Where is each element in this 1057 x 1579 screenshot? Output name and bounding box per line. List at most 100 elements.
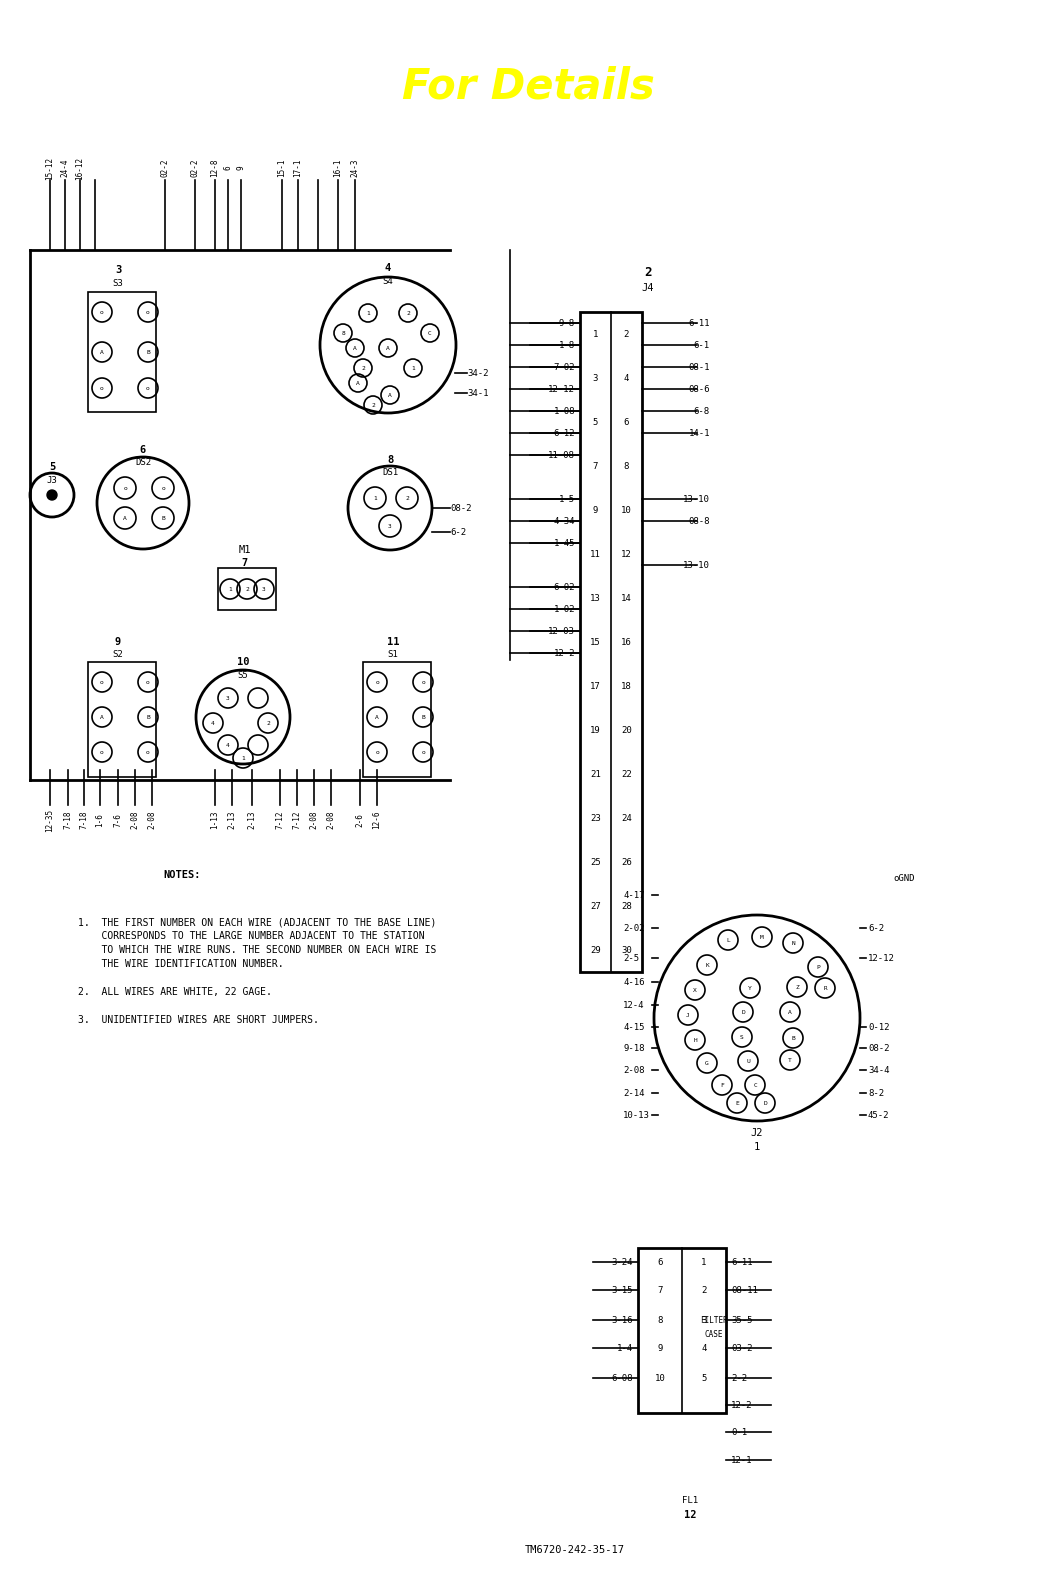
Bar: [218, 568, 276, 609]
Text: 2-6: 2-6: [355, 813, 365, 827]
Bar: [638, 1247, 726, 1413]
Text: 5: 5: [593, 417, 598, 426]
Text: 08-6: 08-6: [688, 385, 710, 393]
Text: 1: 1: [701, 1257, 707, 1266]
Text: D: D: [763, 1101, 767, 1105]
Text: 9: 9: [237, 166, 245, 171]
Text: S5: S5: [238, 671, 248, 679]
Text: 1-5: 1-5: [559, 494, 575, 504]
Text: S4: S4: [383, 276, 393, 286]
Text: 8-2: 8-2: [868, 1088, 884, 1097]
Text: oGND: oGND: [893, 873, 914, 883]
Text: 13-10: 13-10: [683, 561, 710, 570]
Text: M1: M1: [239, 545, 252, 554]
Text: NOTES:: NOTES:: [163, 870, 201, 880]
Text: 34-4: 34-4: [868, 1066, 890, 1074]
Text: 3: 3: [262, 586, 266, 592]
Text: A: A: [123, 515, 127, 521]
Text: 12-2: 12-2: [554, 649, 575, 657]
Text: 17: 17: [590, 682, 600, 690]
Text: 2-08: 2-08: [310, 810, 318, 829]
Text: 22: 22: [622, 769, 632, 778]
Text: 08-8: 08-8: [688, 516, 710, 526]
Text: 2.  ALL WIRES ARE WHITE, 22 GAGE.: 2. ALL WIRES ARE WHITE, 22 GAGE.: [78, 987, 272, 996]
Text: E: E: [735, 1101, 739, 1105]
Text: 18: 18: [622, 682, 632, 690]
Text: 6-12: 6-12: [554, 428, 575, 437]
Text: A: A: [789, 1009, 792, 1014]
Text: 5: 5: [49, 463, 55, 472]
Text: 2: 2: [245, 586, 248, 592]
Text: 24-3: 24-3: [351, 159, 359, 177]
Text: S3: S3: [113, 278, 124, 287]
Text: o: o: [100, 385, 104, 390]
Text: S1: S1: [388, 649, 398, 658]
Text: o: o: [123, 485, 127, 491]
Text: 1-45: 1-45: [554, 538, 575, 548]
Text: C: C: [428, 330, 432, 335]
Text: G: G: [705, 1061, 709, 1066]
Text: 20: 20: [622, 725, 632, 734]
Text: DS1: DS1: [382, 467, 398, 477]
Text: 28: 28: [622, 902, 632, 911]
Text: 0-1: 0-1: [731, 1427, 747, 1437]
Text: 2-08: 2-08: [130, 810, 140, 829]
Text: 13: 13: [590, 594, 600, 603]
Text: 17-1: 17-1: [294, 159, 302, 177]
Text: 3-16: 3-16: [612, 1315, 633, 1325]
Text: 2: 2: [701, 1285, 707, 1295]
Bar: [88, 662, 156, 777]
Text: 1: 1: [228, 586, 231, 592]
Text: o: o: [100, 309, 104, 314]
Text: 1-08: 1-08: [554, 406, 575, 415]
Text: 24: 24: [622, 813, 632, 823]
Bar: [88, 292, 156, 412]
Text: 7-12: 7-12: [276, 810, 284, 829]
Text: 2-13: 2-13: [247, 810, 257, 829]
Text: 14-1: 14-1: [688, 428, 710, 437]
Text: 15: 15: [590, 638, 600, 646]
Text: 1-02: 1-02: [554, 605, 575, 614]
Text: 35-5: 35-5: [731, 1315, 753, 1325]
Text: 7-12: 7-12: [293, 810, 301, 829]
Text: 12-1: 12-1: [731, 1456, 753, 1464]
Text: 1.  THE FIRST NUMBER ON EACH WIRE (ADJACENT TO THE BASE LINE): 1. THE FIRST NUMBER ON EACH WIRE (ADJACE…: [78, 917, 437, 927]
Text: 9: 9: [593, 505, 598, 515]
Text: 1-13: 1-13: [210, 810, 220, 829]
Text: 27: 27: [590, 902, 600, 911]
Text: 1: 1: [373, 496, 377, 501]
Text: B: B: [791, 1036, 795, 1041]
Text: 12: 12: [622, 549, 632, 559]
Text: 8: 8: [657, 1315, 663, 1325]
Text: A: A: [353, 346, 357, 351]
Text: 2-5: 2-5: [623, 954, 639, 963]
Text: 6-02: 6-02: [554, 583, 575, 592]
Text: 11: 11: [387, 636, 400, 647]
Text: 12-8: 12-8: [210, 159, 220, 177]
Text: 7-18: 7-18: [63, 810, 73, 829]
Text: J2: J2: [750, 1127, 763, 1138]
Text: 08-11: 08-11: [731, 1285, 758, 1295]
Text: 1-6: 1-6: [95, 813, 105, 827]
Text: 10-13: 10-13: [623, 1110, 650, 1120]
Text: 8: 8: [624, 461, 629, 471]
Text: THE WIRE IDENTIFICATION NUMBER.: THE WIRE IDENTIFICATION NUMBER.: [78, 958, 283, 970]
Text: 4: 4: [226, 742, 229, 747]
Text: 16-1: 16-1: [334, 159, 342, 177]
Text: 3: 3: [226, 695, 229, 701]
Text: FILTER: FILTER: [700, 1315, 728, 1325]
Text: 02-2: 02-2: [161, 159, 169, 177]
Text: 12-4: 12-4: [623, 1001, 645, 1009]
Text: 11: 11: [590, 549, 600, 559]
Text: 6-11: 6-11: [731, 1257, 753, 1266]
Text: P: P: [816, 965, 820, 970]
Text: S2: S2: [113, 649, 124, 658]
Text: o: o: [375, 679, 378, 685]
Text: 1-8: 1-8: [559, 341, 575, 349]
Text: 6-2: 6-2: [868, 924, 884, 933]
Text: 7: 7: [242, 557, 248, 568]
Text: K: K: [705, 963, 709, 968]
Text: 7-02: 7-02: [554, 363, 575, 371]
Text: 12-12: 12-12: [549, 385, 575, 393]
Text: 23: 23: [590, 813, 600, 823]
